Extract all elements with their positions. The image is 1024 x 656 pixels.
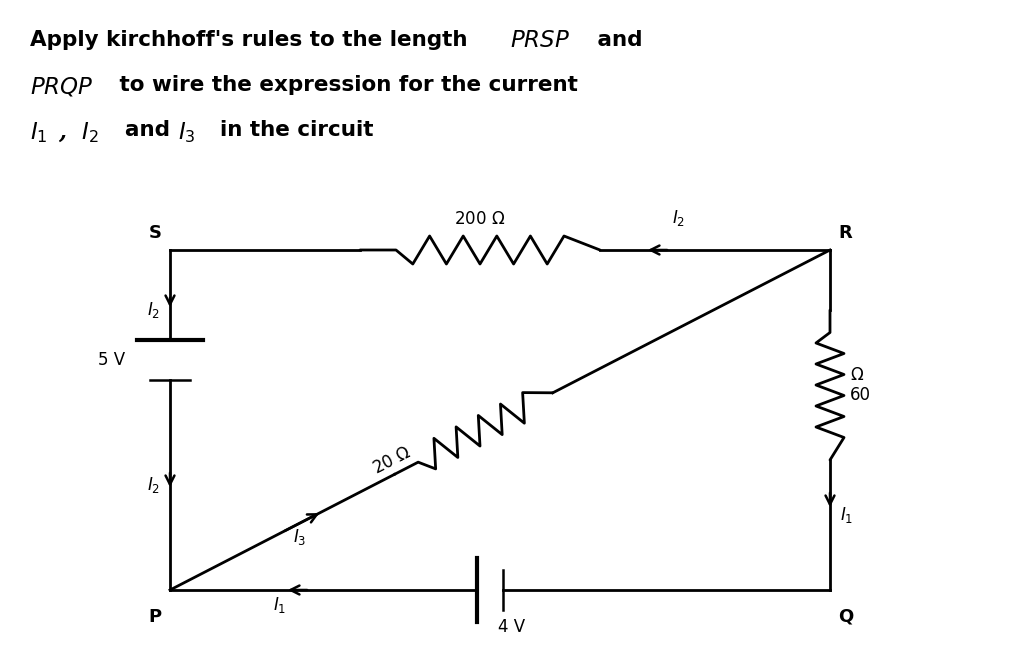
- Text: Q: Q: [838, 608, 853, 626]
- Text: $I_2$: $I_2$: [672, 208, 685, 228]
- Text: S: S: [150, 224, 162, 242]
- Text: 200 $\Omega$: 200 $\Omega$: [455, 210, 506, 228]
- Text: $I_2$: $I_2$: [146, 300, 160, 320]
- Text: $I_3$: $I_3$: [294, 527, 307, 547]
- Text: $I_2$: $I_2$: [146, 475, 160, 495]
- Text: $I_3$: $I_3$: [178, 120, 196, 145]
- Text: 20 $\Omega$: 20 $\Omega$: [370, 443, 414, 478]
- Text: in the circuit: in the circuit: [205, 120, 374, 140]
- Text: 5 V: 5 V: [98, 351, 125, 369]
- Text: $\Omega$
60: $\Omega$ 60: [850, 365, 871, 404]
- Text: $I_1$: $I_1$: [273, 595, 287, 615]
- Text: $\mathit{PRQP}$: $\mathit{PRQP}$: [30, 75, 93, 98]
- Text: R: R: [838, 224, 852, 242]
- Text: Apply kirchhoff's rules to the length: Apply kirchhoff's rules to the length: [30, 30, 475, 50]
- Text: and: and: [110, 120, 185, 140]
- Text: P: P: [148, 608, 162, 626]
- Text: ,  $I_2$: , $I_2$: [58, 120, 99, 145]
- Text: $\mathit{PRSP}$: $\mathit{PRSP}$: [510, 30, 570, 52]
- Text: $I_1$: $I_1$: [30, 120, 47, 145]
- Text: $I_1$: $I_1$: [840, 505, 853, 525]
- Text: to wire the expression for the current: to wire the expression for the current: [112, 75, 578, 95]
- Text: and: and: [590, 30, 642, 50]
- Text: 4 V: 4 V: [498, 618, 525, 636]
